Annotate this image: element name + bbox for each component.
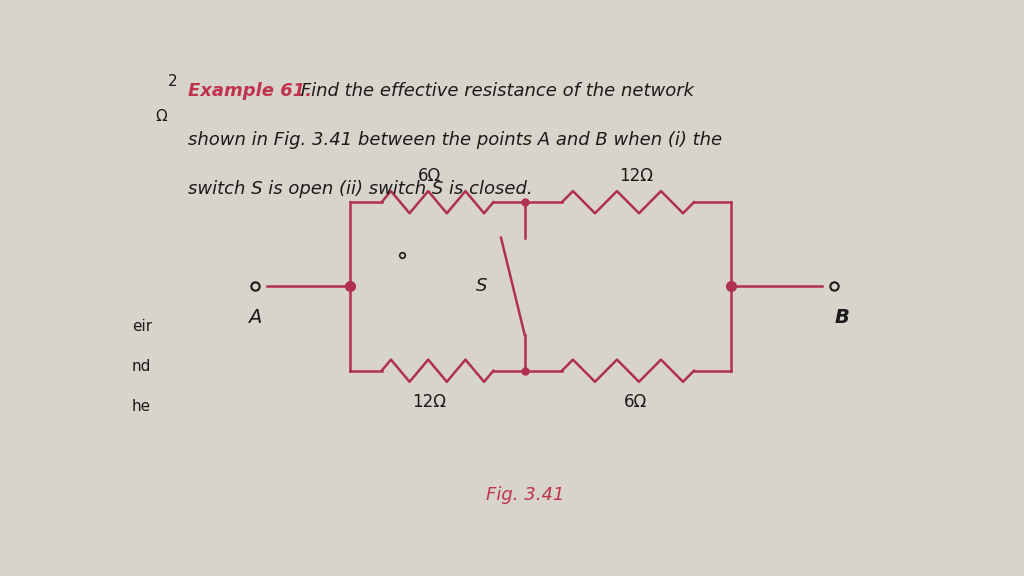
Text: Find the effective resistance of the network: Find the effective resistance of the net… xyxy=(295,82,693,100)
Text: 2: 2 xyxy=(168,74,177,89)
Text: B: B xyxy=(835,308,850,327)
Text: nd: nd xyxy=(132,359,152,374)
Text: shown in Fig. 3.41 between the points A and B when (i) the: shown in Fig. 3.41 between the points A … xyxy=(187,131,722,149)
Text: A: A xyxy=(248,308,262,327)
Text: Ω: Ω xyxy=(156,109,168,124)
Text: eir: eir xyxy=(132,319,153,334)
Text: S: S xyxy=(475,278,486,295)
Text: 12Ω: 12Ω xyxy=(618,166,653,184)
Text: Example 61.: Example 61. xyxy=(187,82,311,100)
Text: Fig. 3.41: Fig. 3.41 xyxy=(485,486,564,504)
Text: 6Ω: 6Ω xyxy=(625,393,647,411)
Text: 12Ω: 12Ω xyxy=(413,393,446,411)
Text: switch S is open (ii) switch S is closed.: switch S is open (ii) switch S is closed… xyxy=(187,180,532,198)
Text: 6Ω: 6Ω xyxy=(418,166,441,184)
Text: he: he xyxy=(132,399,152,414)
